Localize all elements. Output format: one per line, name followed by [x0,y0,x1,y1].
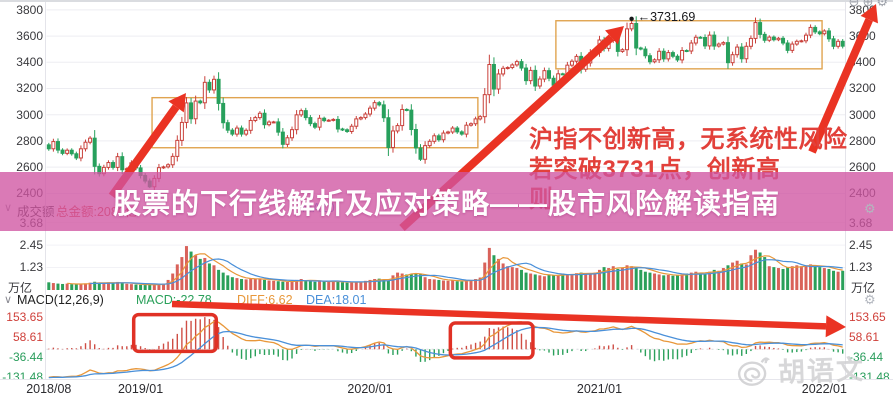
dea-value: DEA:18.01 [306,293,367,307]
watermark: 胡语文 [735,348,866,391]
macd-pane-label: MACD(12,26,9) [17,293,104,307]
time-axis-label: 2021/01 [576,382,623,396]
peak-price-annotation: ←3731.69 [637,9,696,24]
axis-tick-label: 58.61 [849,329,880,344]
volume-unit-left: 万亿 [8,281,33,295]
watermark-logo-icon [737,356,770,386]
axis-tick-label: 153.65 [849,309,886,324]
axis-tick-label: 3200 [16,81,43,96]
axis-tick-label: 1.23 [849,260,873,275]
time-axis-label: 2018/08 [26,382,72,396]
axis-tick-label: -36.44 [849,349,884,364]
chart-toolbar: ⊖⊕⚙ [849,0,891,10]
collapse-macd-icon[interactable]: ∨ [4,294,13,306]
axis-tick-label: 3400 [16,55,43,70]
axis-tick-label: 2600 [16,160,43,175]
axis-tick-label: 2.45 [849,238,873,253]
axis-tick-label: 3000 [849,107,876,122]
axis-tick-label: 3600 [16,29,43,44]
axis-tick-label: 2.45 [19,238,43,253]
volume-settings-gear-icon[interactable]: ⚙ [864,201,876,216]
risk-callout-line1: 沪指不创新高，无系统性风险 [529,126,848,153]
axis-tick-label: 1.23 [19,260,43,275]
zoom-out-icon[interactable]: ⊖ [848,0,863,9]
axis-tick-label: 58.61 [12,329,43,344]
time-axis: 2018/08 2019/01 2020/01 2021/01 2022/01 [0,380,893,400]
settings-icon[interactable]: ⚙ [876,0,891,9]
time-axis-label: 2020/01 [347,382,393,396]
title-banner: 股票的下行线解析及应对策略——股市风险解读指南 [0,172,893,231]
axis-tick-label: 3200 [849,81,876,96]
axis-tick-label: 2600 [849,160,876,175]
watermark-text: 胡语文 [777,354,866,388]
page-title: 股票的下行线解析及应对策略——股市风险解读指南 [112,187,780,219]
axis-tick-label: 3000 [16,107,43,122]
axis-tick-label: 3800 [16,2,43,17]
time-axis-label: 2019/01 [117,382,164,396]
time-axis-label: 2022/01 [801,382,847,396]
axis-tick-label: 2800 [16,133,43,148]
macd-settings-gear-icon[interactable]: ⚙ [864,292,876,307]
volume-unit-right: 万亿 [851,281,876,295]
zoom-in-icon[interactable]: ⊕ [862,0,877,9]
axis-tick-label: 153.65 [6,309,43,324]
axis-tick-label: 2800 [849,133,876,148]
axis-tick-label: -36.44 [8,349,43,364]
